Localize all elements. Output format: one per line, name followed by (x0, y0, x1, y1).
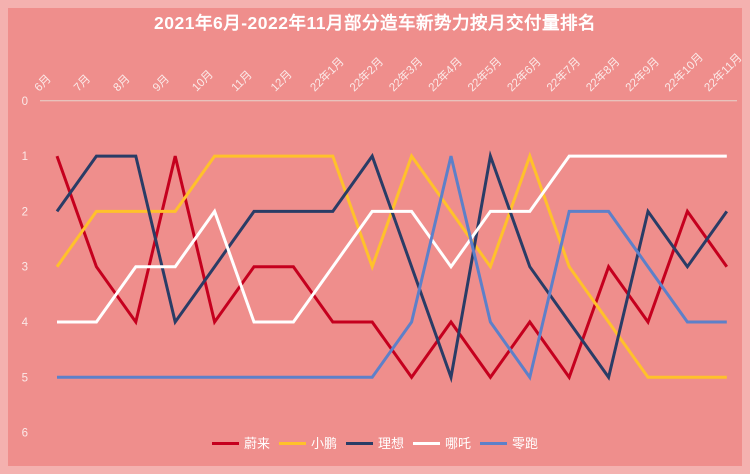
x-tick-label-17: 22年11月 (701, 50, 745, 94)
legend-swatch-1 (278, 442, 306, 445)
x-tick-label-13: 22年7月 (543, 54, 583, 94)
x-tick-label-0: 6月 (33, 73, 54, 94)
series-line-4 (57, 155, 727, 381)
x-tick-label-1: 7月 (72, 73, 93, 94)
series-line-3 (57, 154, 727, 324)
legend-label-2: 理想 (377, 436, 404, 451)
legend-label-3: 哪吒 (445, 436, 472, 451)
y-tick-label-6: 6 (22, 428, 28, 440)
legend-swatch-2 (345, 442, 373, 445)
x-tick-label-2: 8月 (111, 73, 132, 94)
x-tick-label-4: 10月 (190, 68, 216, 94)
chart-title: 2021年6月-2022年11月部分造车新势力按月交付量排名 (154, 13, 596, 33)
y-tick-label-5: 5 (22, 372, 28, 384)
legend-label-1: 小鹏 (310, 436, 337, 451)
x-tick-label-15: 22年9月 (622, 54, 662, 94)
x-tick-label-9: 22年3月 (386, 54, 426, 94)
y-tick-label-0: 0 (22, 96, 28, 108)
chart-legend: 蔚来 小鹏 理想 哪吒 零跑 (0, 437, 750, 450)
legend-label-0: 蔚来 (243, 436, 270, 451)
y-tick-label-3: 3 (22, 262, 28, 274)
legend-swatch-0 (211, 442, 239, 445)
x-tick-label-5: 11月 (230, 69, 255, 94)
legend-label-4: 零跑 (512, 436, 539, 451)
legend-swatch-4 (480, 442, 508, 445)
x-tick-label-10: 22年4月 (425, 54, 465, 94)
x-tick-label-8: 22年2月 (346, 54, 386, 94)
x-tick-label-7: 22年1月 (307, 54, 347, 94)
x-tick-label-11: 22年5月 (465, 54, 505, 94)
legend-item-1: 小鹏 (278, 436, 337, 451)
x-tick-label-3: 9月 (151, 73, 172, 94)
x-tick-label-12: 22年6月 (504, 54, 544, 94)
y-tick-label-2: 2 (22, 206, 28, 218)
y-tick-label-1: 1 (22, 151, 28, 163)
legend-item-2: 理想 (345, 436, 404, 451)
x-tick-label-6: 12月 (269, 68, 295, 94)
x-tick-label-14: 22年8月 (583, 54, 623, 94)
legend-item-0: 蔚来 (211, 436, 270, 451)
legend-item-3: 哪吒 (413, 437, 471, 450)
x-tick-label-16: 22年10月 (662, 50, 706, 94)
chart-background (8, 8, 742, 466)
y-tick-label-4: 4 (22, 317, 29, 329)
legend-item-4: 零跑 (480, 437, 538, 450)
legend-swatch-3 (413, 442, 440, 445)
